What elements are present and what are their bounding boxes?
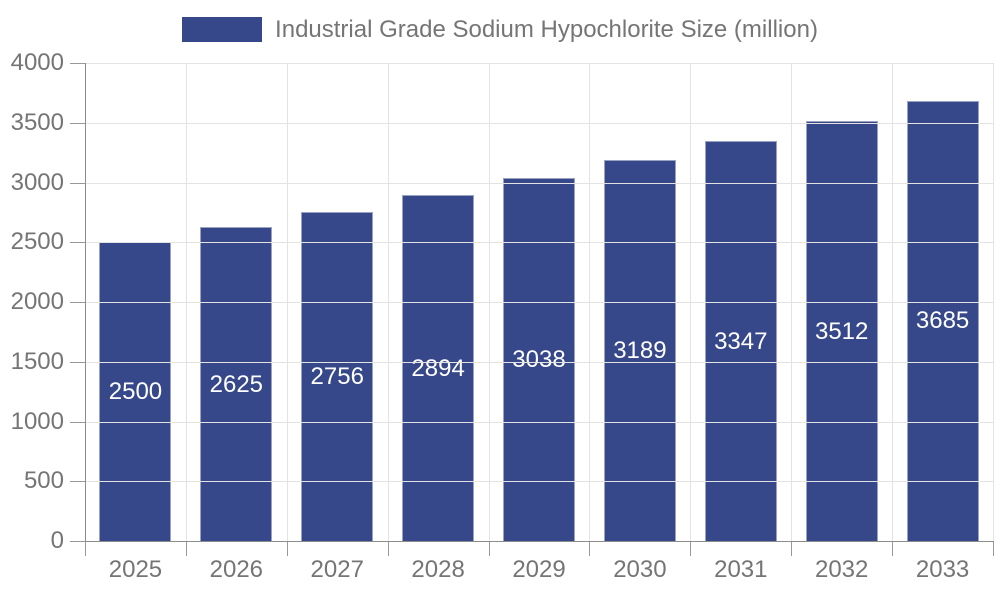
x-axis-tick (791, 542, 792, 556)
x-tick-label: 2031 (714, 556, 768, 583)
gridline-vertical (993, 63, 994, 541)
bar-category: 3685 (892, 63, 993, 541)
bar-value-label: 3038 (512, 345, 566, 373)
y-tick-label: 1500 (10, 347, 64, 375)
legend-swatch (182, 17, 263, 42)
y-axis-tick (70, 422, 85, 423)
x-tick-label: 2030 (613, 556, 667, 583)
x-tick-label: 2032 (814, 556, 869, 583)
bar-value-label: 2500 (108, 378, 163, 406)
bar-2029: 3038 (503, 177, 575, 541)
bar-value-label: 3512 (814, 317, 869, 345)
bar-2033: 3685 (906, 100, 979, 541)
plot-area: 2500 2625 2756 2894 3038 3189 3347 3512 3685 (85, 63, 994, 541)
x-axis-tick (287, 542, 288, 556)
bar-2026: 2625 (200, 227, 273, 541)
y-axis-line (85, 63, 86, 541)
legend-item[interactable]: Industrial Grade Sodium Hypochlorite Siz… (182, 17, 818, 42)
y-tick-label: 2500 (10, 228, 64, 256)
y-tick-label: 3500 (10, 108, 64, 136)
y-axis-tick (70, 123, 85, 124)
bar-category: 2500 (85, 63, 186, 541)
bar-value-label: 2894 (411, 354, 465, 382)
bar-2031: 3347 (704, 141, 777, 541)
y-axis-tick (70, 362, 85, 363)
bar-category: 3189 (589, 63, 690, 541)
gridline-horizontal (85, 421, 993, 423)
x-axis-tick (489, 542, 490, 556)
y-axis-labels: 0 500 1000 1500 2000 2500 3000 3500 4000 (0, 51, 64, 553)
y-tick-label: 500 (23, 467, 64, 495)
x-axis-labels: 2025 2026 2027 2028 2029 2030 2031 2032 2033 (85, 556, 993, 584)
y-axis-tick (70, 302, 85, 303)
gridline-horizontal (85, 63, 993, 64)
bar-category: 3347 (690, 63, 791, 541)
x-axis-tick (388, 542, 389, 556)
y-axis-tick (70, 242, 85, 243)
x-tick-label: 2028 (411, 556, 465, 583)
bar-2025: 2500 (99, 242, 172, 541)
x-axis-tick (589, 542, 590, 556)
y-axis-tick (70, 63, 85, 64)
legend: Industrial Grade Sodium Hypochlorite Siz… (0, 17, 1000, 42)
gridline-vertical (589, 63, 591, 541)
y-tick-label: 4000 (10, 49, 64, 76)
bar-2032: 3512 (805, 121, 878, 541)
x-axis-tick (186, 542, 187, 556)
x-tick-label: 2025 (108, 556, 163, 583)
y-tick-label: 2000 (10, 288, 64, 315)
gridline-horizontal (85, 302, 993, 303)
gridline-horizontal (85, 481, 993, 483)
gridline-vertical (387, 63, 389, 541)
gridline-horizontal (85, 182, 993, 184)
legend-label: Industrial Grade Sodium Hypochlorite Siz… (275, 16, 818, 43)
bar-value-label: 3347 (714, 327, 768, 355)
bar-category: 2756 (287, 63, 388, 541)
y-tick-label: 1000 (10, 407, 64, 435)
gridline-vertical (690, 63, 692, 541)
bar-category: 3038 (489, 63, 590, 541)
bar-2030: 3189 (603, 159, 676, 541)
bar-2027: 2756 (301, 211, 374, 541)
gridline-vertical (791, 63, 793, 541)
y-axis-tick (70, 183, 85, 184)
x-axis-tick (892, 542, 893, 556)
bar-value-label: 3189 (613, 336, 667, 364)
bar-category: 2625 (186, 63, 287, 541)
gridline-vertical (892, 63, 894, 541)
gridline-vertical (185, 63, 187, 541)
gridline-vertical (488, 63, 490, 541)
x-tick-label: 2026 (209, 556, 264, 583)
x-axis-tick (993, 542, 994, 556)
bar-value-label: 3685 (915, 307, 970, 335)
x-axis-line (85, 541, 994, 542)
x-axis-tick (690, 542, 691, 556)
gridline-horizontal (85, 122, 993, 124)
bar-value-label: 2625 (209, 370, 264, 398)
gridline-horizontal (85, 361, 993, 363)
x-tick-label: 2029 (512, 556, 566, 583)
x-axis-tick (85, 542, 86, 556)
bar-category: 3512 (791, 63, 892, 541)
bar-category: 2894 (388, 63, 489, 541)
gridline-vertical (286, 63, 288, 541)
bar-series: 2500 2625 2756 2894 3038 3189 3347 3512 3685 (85, 63, 993, 541)
y-tick-label: 3000 (10, 168, 64, 196)
y-tick-label: 0 (50, 527, 64, 554)
y-axis-tick (70, 481, 85, 482)
gridline-horizontal (85, 242, 993, 244)
bar-value-label: 2756 (310, 362, 364, 390)
y-axis-tick (70, 541, 85, 542)
x-tick-label: 2027 (310, 556, 364, 583)
x-tick-label: 2033 (915, 556, 970, 583)
bar-2028: 2894 (402, 195, 475, 541)
